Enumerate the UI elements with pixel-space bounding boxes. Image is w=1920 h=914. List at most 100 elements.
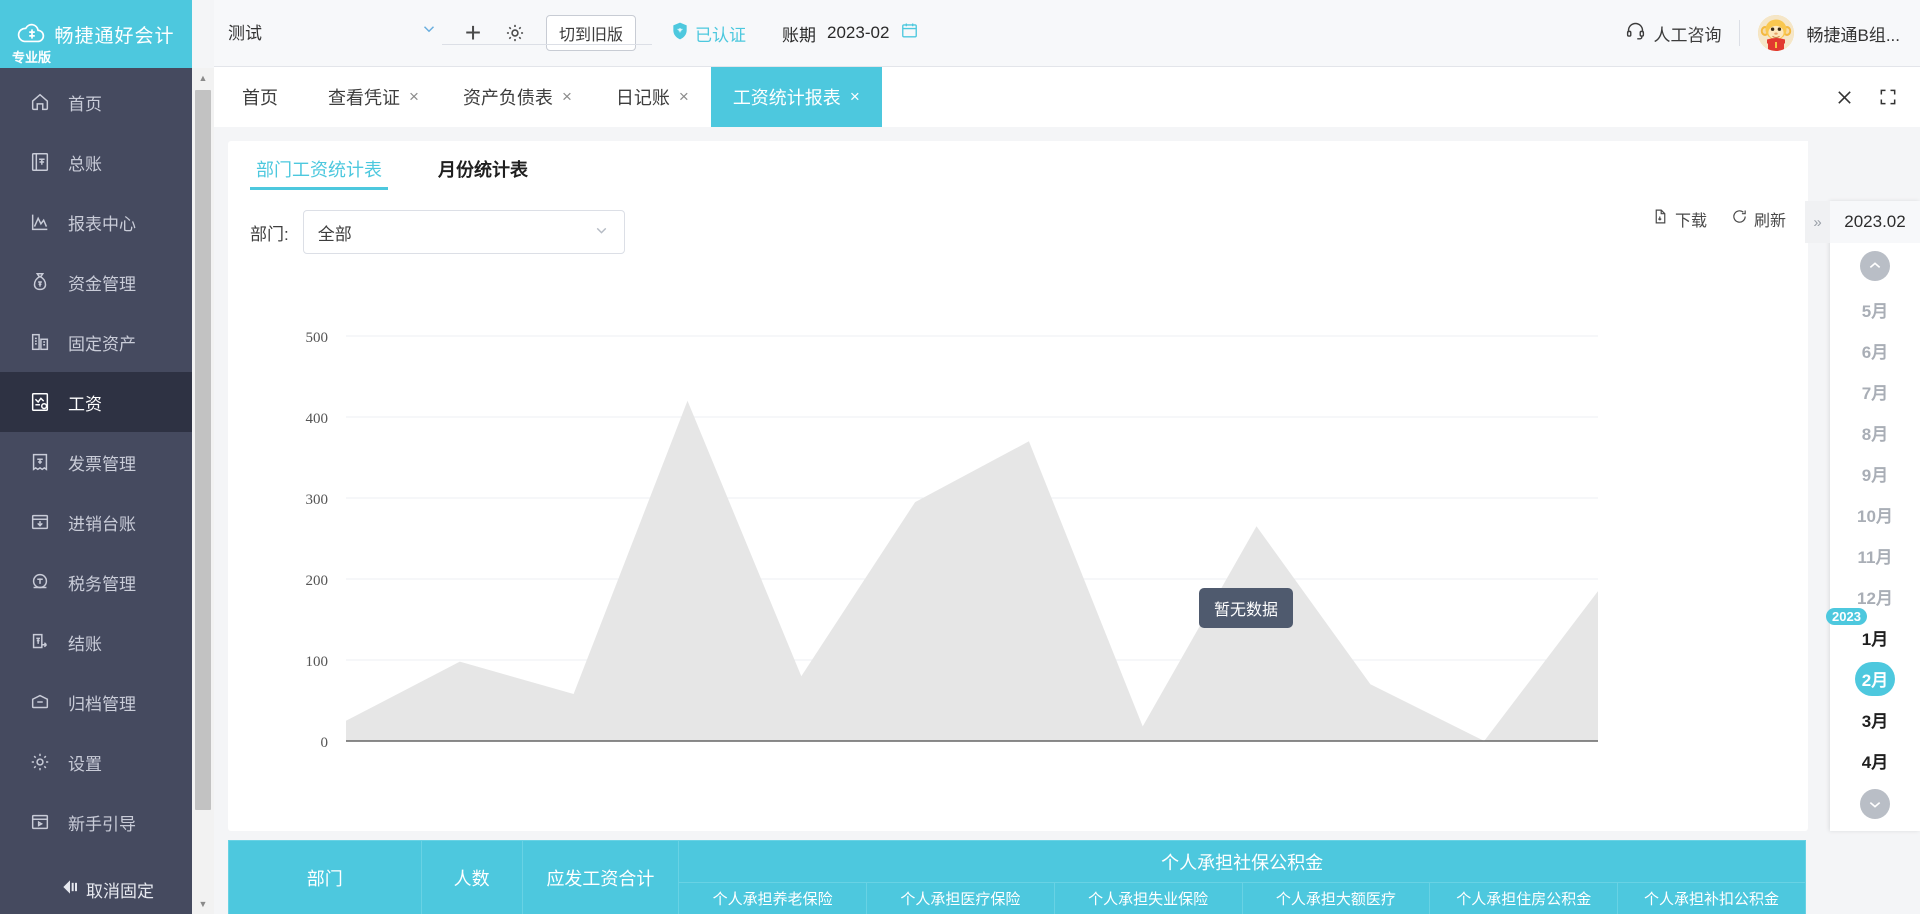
col-personal-housing-fund[interactable]: 个人承担住房公积金 (1429, 882, 1619, 914)
collapse-arrow-icon (60, 877, 80, 902)
department-select-value: 全部 (317, 224, 352, 244)
tab-balance-sheet[interactable]: 资产负债表 × (441, 67, 594, 127)
svg-text:500: 500 (306, 330, 329, 346)
month-item-3[interactable]: 3月 (1861, 712, 1889, 731)
table-header-row-1: 部门 人数 应发工资合计 个人承担社保公积金 (228, 840, 1806, 914)
tab-home[interactable]: 首页 (214, 67, 306, 127)
sidebar-menu: 首页 总账 报表中心 资金管理 固定资产 工资 (0, 68, 192, 912)
month-item-1[interactable]: 2023 1月 (1826, 608, 1920, 658)
collapse-month-panel-icon[interactable]: » (1805, 201, 1830, 243)
tab-department-salary-table[interactable]: 部门工资统计表 (228, 141, 410, 197)
tab-month-statistics-table[interactable]: 月份统计表 (410, 141, 556, 197)
col-personal-medical[interactable]: 个人承担医疗保险 (865, 882, 1055, 914)
report-icon (28, 210, 52, 234)
salary-table-element: 部门 人数 应发工资合计 个人承担社保公积金 个人承担养老保险 个人承担医疗保险… (228, 840, 1806, 914)
chart-area-series (346, 400, 1598, 741)
close-tab-icon[interactable]: × (409, 87, 419, 106)
chevron-down-icon (593, 222, 610, 243)
sidebar-item-guide[interactable]: 新手引导 (0, 792, 192, 852)
company-selector[interactable]: 测试 (228, 19, 438, 48)
pin-sidebar-button[interactable]: 取消固定 (0, 864, 214, 914)
department-select[interactable]: 全部 (302, 210, 625, 254)
avatar[interactable] (1758, 15, 1795, 51)
refresh-button[interactable]: 刷新 (1731, 207, 1786, 231)
switch-old-version-button[interactable]: 切到旧版 (546, 15, 637, 51)
tab-journal[interactable]: 日记账 × (594, 67, 711, 127)
col-personal-unemployment[interactable]: 个人承担失业保险 (1053, 882, 1243, 914)
scrollbar-thumb[interactable] (195, 90, 211, 810)
month-item-11[interactable]: 11月 (1857, 548, 1893, 567)
human-consult-button[interactable]: 人工咨询 (1625, 20, 1721, 46)
month-item-9[interactable]: 9月 (1861, 466, 1889, 485)
sidebar-item-label: 设置 (68, 754, 102, 774)
col-personal-large-medical[interactable]: 个人承担大额医疗 (1241, 882, 1431, 914)
period-label: 账期 (782, 25, 817, 45)
table-header-row-2: 个人承担养老保险 个人承担医疗保险 个人承担失业保险 个人承担大额医疗 个人承担… (229, 882, 1806, 914)
sidebar-item-label: 发票管理 (68, 454, 136, 474)
col-personal-pension[interactable]: 个人承担养老保险 (678, 882, 867, 914)
svg-text:100: 100 (306, 654, 329, 670)
header-divider (1739, 20, 1741, 46)
col-department[interactable]: 部门 (228, 840, 422, 914)
period-value: 2023-02 (827, 23, 890, 42)
sidebar-item-settle[interactable]: 结账 (0, 612, 192, 672)
close-tab-icon[interactable]: × (561, 87, 572, 106)
sidebar-item-stock-ledger[interactable]: 进销台账 (0, 492, 192, 552)
col-personal-supplementary-fund[interactable]: 个人承担补扣公积金 (1617, 882, 1806, 914)
sidebar-item-label: 总账 (68, 154, 102, 174)
close-tab-icon[interactable]: × (849, 87, 860, 106)
month-item-7[interactable]: 7月 (1861, 384, 1889, 403)
scroll-up-arrow-icon[interactable]: ▲ (192, 68, 214, 88)
sidebar-item-settings[interactable]: 设置 (0, 732, 192, 792)
col-headcount[interactable]: 人数 (420, 840, 523, 914)
tab-salary-report[interactable]: 工资统计报表 × (710, 67, 882, 127)
accounting-period[interactable]: 账期 2023-02 (782, 21, 919, 46)
tab-label: 资产负债表 (462, 88, 553, 108)
stock-icon (28, 510, 52, 534)
sidebar-item-fixed-asset[interactable]: 固定资产 (0, 312, 192, 372)
month-item-10[interactable]: 10月 (1857, 507, 1893, 526)
sidebar-item-archive[interactable]: 归档管理 (0, 672, 192, 732)
tab-view-voucher[interactable]: 查看凭证 × (306, 67, 441, 127)
chevron-up-icon[interactable] (1860, 251, 1890, 281)
sidebar-scrollbar[interactable]: ▲ ▼ (192, 68, 214, 914)
report-panel: 部门工资统计表 月份统计表 部门: 全部 (228, 141, 1808, 831)
ledger-icon (28, 150, 52, 174)
col-gross-salary-total[interactable]: 应发工资合计 (521, 840, 680, 914)
fullscreen-icon[interactable] (1866, 67, 1910, 127)
month-item-6[interactable]: 6月 (1861, 343, 1889, 362)
scroll-down-arrow-icon[interactable]: ▼ (192, 894, 214, 914)
download-button[interactable]: 下载 (1652, 207, 1707, 231)
verified-label: 已认证 (695, 25, 747, 45)
filter-row: 部门: 全部 (228, 197, 1808, 267)
close-tab-icon[interactable]: × (678, 87, 689, 106)
sidebar-item-label: 税务管理 (68, 574, 136, 594)
month-item-12[interactable]: 12月 (1857, 589, 1893, 608)
close-all-tabs-icon[interactable] (1822, 67, 1866, 127)
sidebar-item-label: 固定资产 (68, 334, 136, 354)
shield-icon (670, 21, 690, 46)
year-badge: 2023 (1826, 608, 1867, 625)
settings-gear-icon[interactable] (498, 16, 532, 50)
sidebar-item-invoice[interactable]: 发票管理 (0, 432, 192, 492)
header-right-group: 人工咨询 (1625, 15, 1920, 51)
sidebar-item-report-center[interactable]: 报表中心 (0, 192, 192, 252)
sidebar-item-home[interactable]: 首页 (0, 72, 192, 132)
tab-strip-filler (556, 141, 1808, 197)
col-group-personal-insurance: 个人承担社保公积金 (678, 840, 1806, 883)
sidebar-item-ledger[interactable]: 总账 (0, 132, 192, 192)
month-item-4[interactable]: 4月 (1861, 753, 1889, 772)
add-button[interactable]: + (464, 17, 482, 48)
company-selector-underline (442, 44, 652, 45)
sidebar-item-salary[interactable]: 工资 (0, 372, 192, 432)
chevron-down-icon[interactable] (1860, 789, 1890, 819)
month-item-5[interactable]: 5月 (1861, 302, 1889, 321)
calendar-icon[interactable] (900, 21, 919, 45)
sidebar-item-fund[interactable]: 资金管理 (0, 252, 192, 312)
svg-text:0: 0 (321, 735, 329, 751)
download-label: 下载 (1674, 213, 1707, 230)
sidebar-item-tax[interactable]: 税务管理 (0, 552, 192, 612)
month-item-8[interactable]: 8月 (1861, 425, 1889, 444)
headset-icon (1625, 20, 1646, 46)
month-item-2-selected[interactable]: 2月 (1830, 658, 1920, 699)
